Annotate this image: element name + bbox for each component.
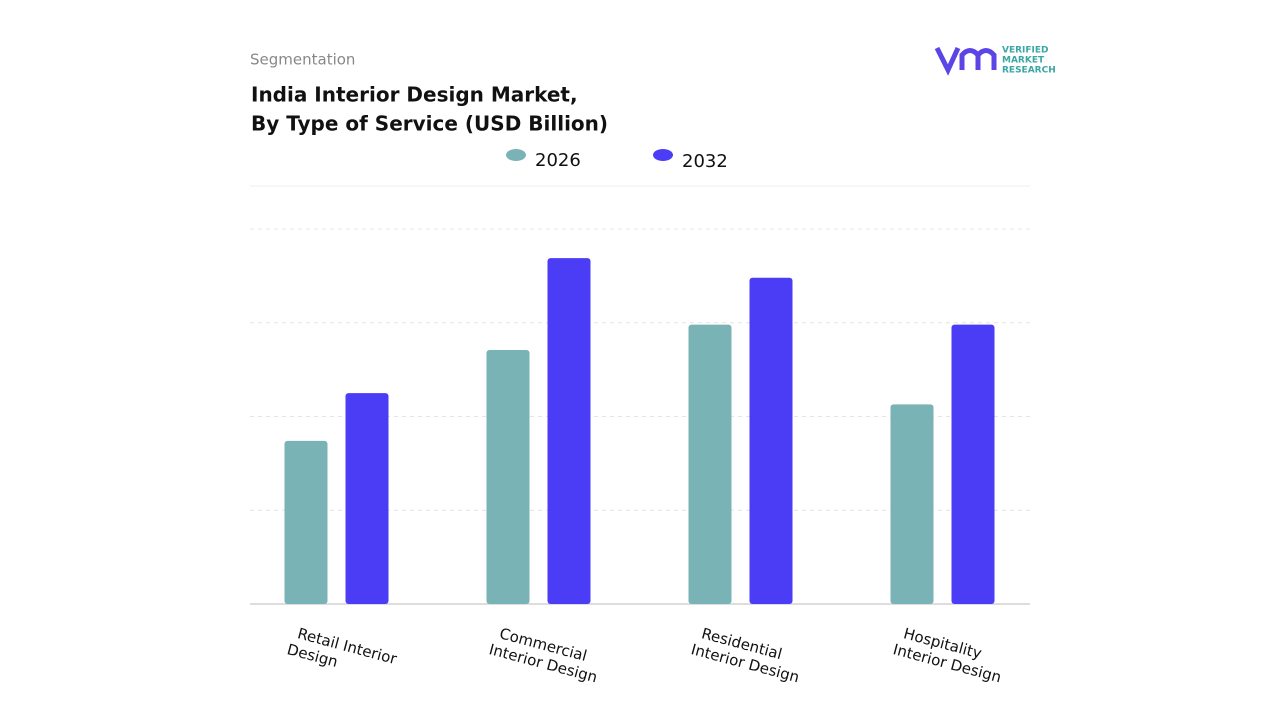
eyebrow: Segmentation: [250, 51, 355, 69]
chart-title: By Type of Service (USD Billion): [251, 112, 608, 136]
bar: [951, 324, 995, 604]
legend-label: 2026: [535, 150, 581, 171]
legend-label: 2032: [682, 151, 728, 172]
bar: [486, 349, 530, 604]
bar: [345, 393, 389, 604]
bar: [688, 324, 732, 604]
chart-title: India Interior Design Market,: [251, 83, 578, 107]
bar: [284, 440, 328, 604]
legend-swatch: [653, 149, 673, 161]
legend-swatch: [506, 149, 526, 161]
logo-text: VERIFIED: [1002, 46, 1049, 56]
logo-mark: [934, 46, 997, 76]
bar: [749, 277, 793, 604]
bar: [890, 404, 934, 604]
logo-text: MARKET: [1002, 56, 1045, 66]
logo: VERIFIED MARKET RESEARCH: [934, 46, 1056, 76]
bar: [547, 258, 591, 604]
logo-text: RESEARCH: [1002, 66, 1056, 76]
